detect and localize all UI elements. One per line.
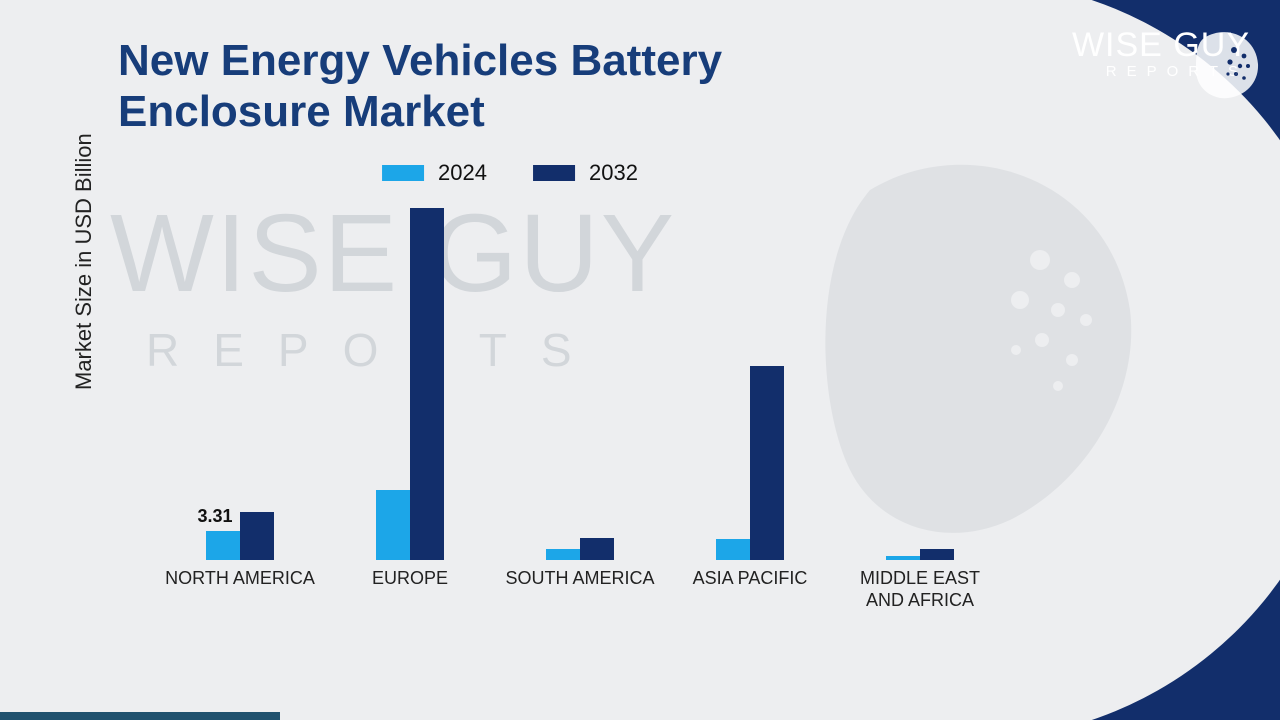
bar-2032 xyxy=(410,208,444,560)
chart-xlabel: NORTH AMERICA xyxy=(160,560,320,590)
market-chart: 2024 2032 Market Size in USD Billion 3.3… xyxy=(60,160,960,680)
bottom-accent-bar xyxy=(0,712,280,720)
chart-legend: 2024 2032 xyxy=(382,160,638,186)
brand-line1a: WISE xyxy=(1072,26,1163,64)
bar-2024 xyxy=(716,539,750,560)
bar-value-label: 3.31 xyxy=(180,506,250,527)
legend-item-2032: 2032 xyxy=(533,160,638,186)
bar-2032 xyxy=(920,549,954,560)
legend-label-2024: 2024 xyxy=(438,160,487,186)
page-title: New Energy Vehicles Battery Enclosure Ma… xyxy=(118,36,818,137)
chart-xlabel: EUROPE xyxy=(330,560,490,590)
bar-2032 xyxy=(580,538,614,560)
bar-2024 xyxy=(206,531,240,560)
chart-xlabel: SOUTH AMERICA xyxy=(500,560,660,590)
brand-head-icon xyxy=(1192,30,1262,100)
chart-ylabel: Market Size in USD Billion xyxy=(71,133,97,390)
report-slide: WISE GUY REPORTS New Energy Vehicles Bat… xyxy=(0,0,1280,720)
legend-label-2032: 2032 xyxy=(589,160,638,186)
bar-2024 xyxy=(376,490,410,560)
chart-xlabel: ASIA PACIFIC xyxy=(670,560,830,590)
bar-2032 xyxy=(750,366,784,560)
chart-plot-area: 3.31NORTH AMERICAEUROPESOUTH AMERICAASIA… xyxy=(130,190,960,560)
legend-swatch-2032 xyxy=(533,165,575,181)
legend-item-2024: 2024 xyxy=(382,160,487,186)
bar-2024 xyxy=(546,549,580,560)
chart-xlabel: MIDDLE EAST AND AFRICA xyxy=(840,560,1000,611)
legend-swatch-2024 xyxy=(382,165,424,181)
